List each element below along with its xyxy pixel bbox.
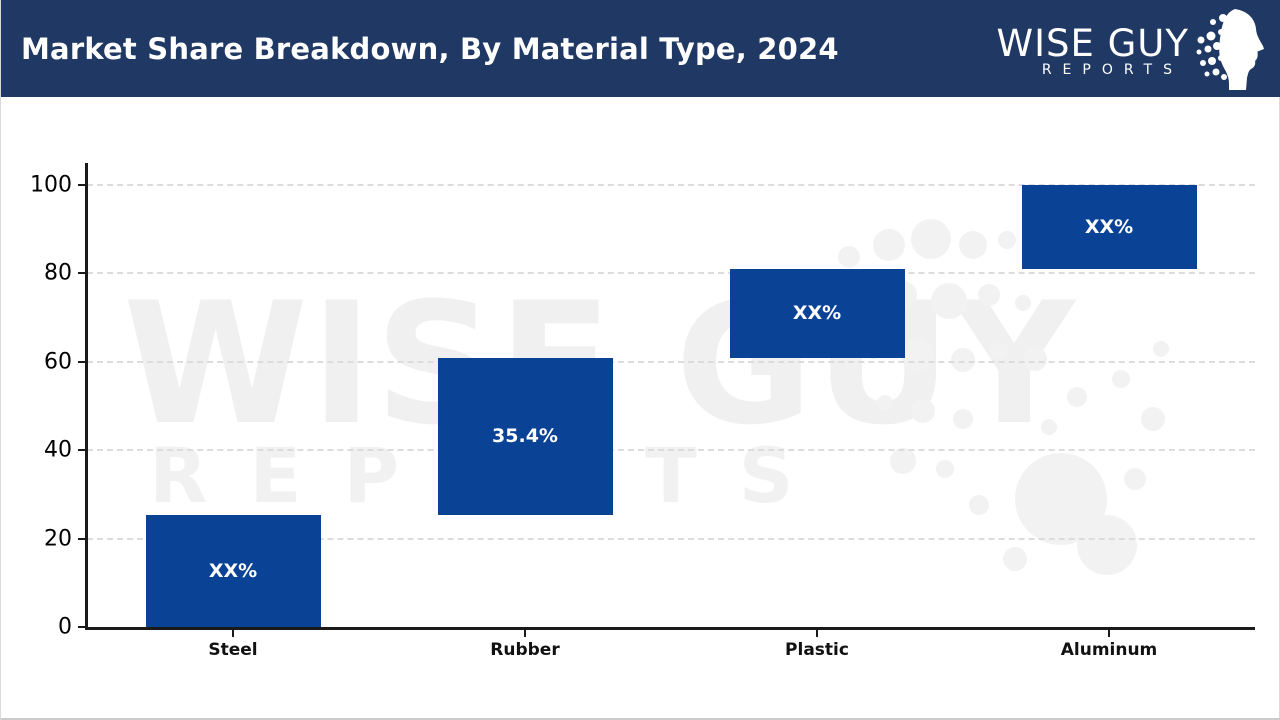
- bar-aluminum: [1021, 184, 1197, 269]
- chart-area: WISE GUY REPORTS 020406080100SteelRubber…: [1, 97, 1280, 718]
- face-profile-icon: [1196, 9, 1264, 90]
- y-tick-label: 20: [44, 526, 72, 551]
- y-tick-mark: [78, 272, 88, 274]
- bar-value-label: 35.4%: [492, 425, 558, 448]
- gridline: [87, 360, 1255, 363]
- y-tick-mark: [78, 449, 88, 451]
- bar-rubber: [437, 357, 613, 515]
- y-tick-label: 40: [44, 437, 72, 463]
- watermark-dots-pattern: [838, 219, 1169, 575]
- gridline: [87, 183, 1255, 186]
- y-tick-mark: [78, 183, 88, 186]
- bar-value-label: XX%: [792, 302, 842, 325]
- gridline: [87, 449, 1255, 451]
- x-tick-mark: [524, 630, 526, 637]
- bar-value-label: XX%: [1084, 215, 1134, 238]
- y-tick-label: 0: [58, 614, 72, 640]
- brand-logo-line1: WISE GUY: [996, 22, 1189, 65]
- header-banner: Market Share Breakdown, By Material Type…: [1, 0, 1280, 97]
- x-axis-spine: [85, 627, 1255, 630]
- x-category-label: Aluminum: [1060, 640, 1158, 660]
- chart-title: Market Share Breakdown, By Material Type…: [21, 31, 839, 66]
- x-category-label: Steel: [208, 640, 258, 660]
- y-axis-spine: [85, 163, 88, 630]
- bar-plastic: [729, 268, 905, 358]
- y-tick-mark: [78, 626, 88, 628]
- bottom-edge-line: [1, 718, 1280, 720]
- brand-logo: WISE GUY REPORTS: [997, 4, 1267, 94]
- y-tick-label: 60: [44, 349, 72, 374]
- x-tick-mark: [232, 630, 234, 637]
- gridline: [87, 272, 1255, 274]
- y-tick-mark: [78, 537, 88, 540]
- gridline: [87, 537, 1255, 540]
- x-tick-mark: [816, 630, 818, 637]
- bar-steel: [145, 514, 321, 627]
- x-tick-mark: [1108, 630, 1110, 637]
- bar-value-label: XX%: [208, 559, 258, 582]
- x-category-label: Rubber: [490, 640, 560, 660]
- y-tick-mark: [78, 360, 88, 363]
- y-tick-label: 80: [44, 260, 72, 286]
- y-tick-label: 100: [30, 172, 72, 197]
- x-category-label: Plastic: [785, 640, 849, 660]
- brand-logo-line2: REPORTS: [1041, 62, 1183, 78]
